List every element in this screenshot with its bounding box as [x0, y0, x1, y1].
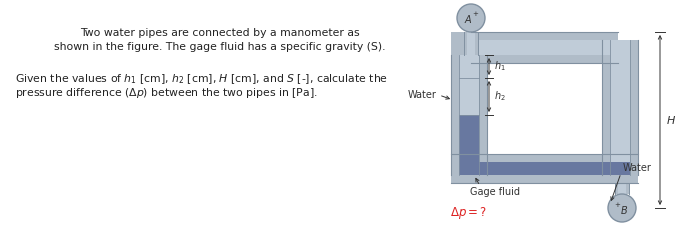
Text: +: +	[614, 202, 620, 208]
Text: $h_1$: $h_1$	[494, 60, 506, 73]
Text: $A$: $A$	[463, 13, 473, 25]
Bar	[602, 167, 638, 175]
Bar	[467, 32, 475, 55]
Text: $B$: $B$	[620, 204, 628, 216]
Text: pressure difference ($\Delta p$) between the two pipes in [Pa].: pressure difference ($\Delta p$) between…	[15, 86, 318, 100]
Circle shape	[608, 194, 636, 222]
Text: $\Delta p = ?$: $\Delta p = ?$	[450, 205, 487, 221]
Bar	[618, 183, 626, 194]
Bar	[459, 162, 630, 175]
Bar	[610, 40, 630, 175]
Bar	[451, 154, 638, 183]
Text: $h_2$: $h_2$	[494, 90, 505, 103]
Bar	[459, 115, 479, 175]
Bar	[479, 40, 610, 55]
Bar	[451, 55, 487, 175]
Bar	[459, 78, 479, 115]
Text: Given the values of $h_1$ [cm], $h_2$ [cm], $H$ [cm], and $S$ [-], calculate the: Given the values of $h_1$ [cm], $h_2$ [c…	[15, 72, 388, 86]
Text: shown in the figure. The gage fluid has a specific gravity (S).: shown in the figure. The gage fluid has …	[55, 42, 386, 52]
Circle shape	[457, 4, 485, 32]
Text: Two water pipes are connected by a manometer as: Two water pipes are connected by a manom…	[80, 28, 360, 38]
Text: +: +	[472, 11, 478, 17]
Bar	[471, 32, 618, 63]
Text: $H$: $H$	[666, 114, 676, 126]
Text: Water: Water	[623, 163, 652, 173]
Text: Water: Water	[408, 90, 437, 100]
Bar	[451, 167, 487, 175]
Text: Gage fluid: Gage fluid	[470, 187, 520, 197]
Bar	[602, 40, 638, 175]
Bar	[459, 55, 479, 78]
Bar	[451, 32, 487, 55]
Bar	[464, 32, 478, 55]
Bar	[615, 183, 629, 194]
